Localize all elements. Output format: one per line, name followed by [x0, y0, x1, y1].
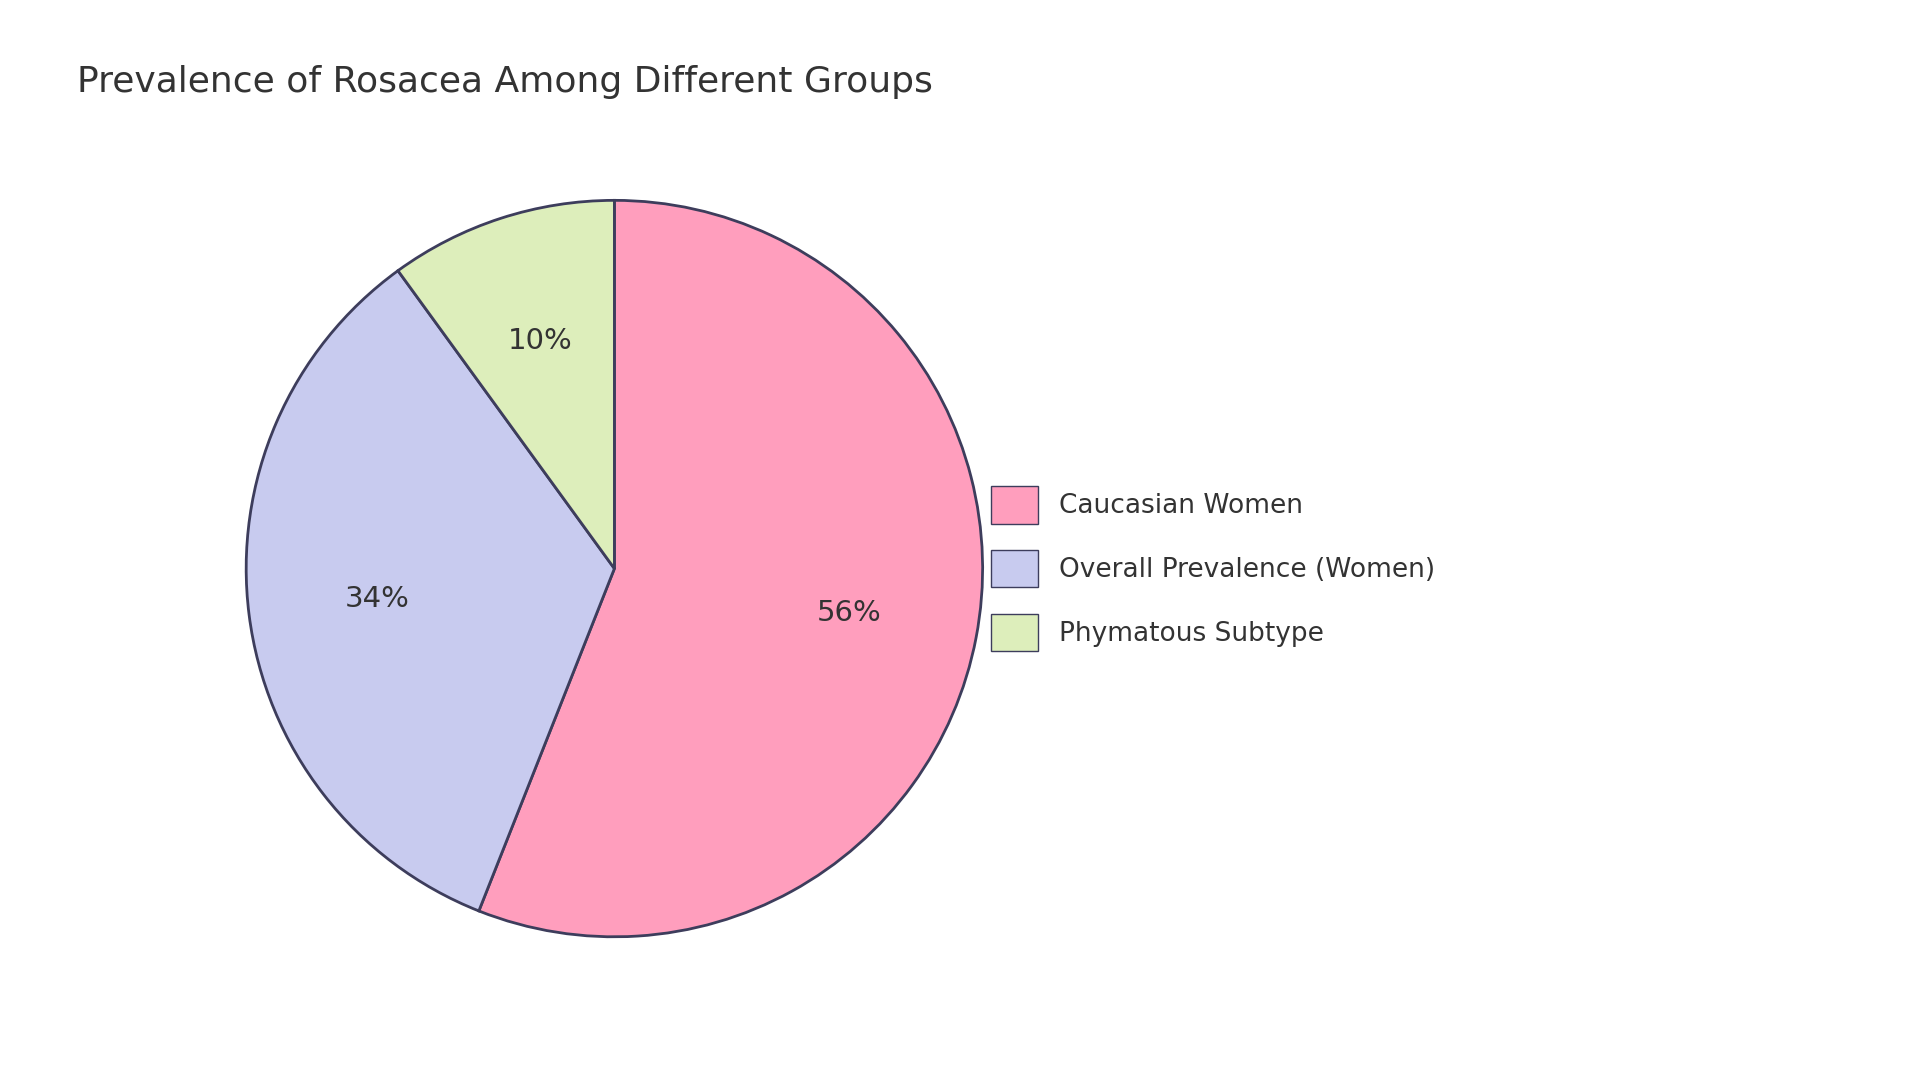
Text: 56%: 56%: [818, 599, 881, 627]
Legend: Caucasian Women, Overall Prevalence (Women), Phymatous Subtype: Caucasian Women, Overall Prevalence (Wom…: [977, 473, 1448, 664]
Text: Prevalence of Rosacea Among Different Groups: Prevalence of Rosacea Among Different Gr…: [77, 65, 933, 99]
Text: 34%: 34%: [344, 585, 409, 613]
Wedge shape: [478, 200, 983, 937]
Wedge shape: [246, 271, 614, 911]
Text: 10%: 10%: [509, 327, 572, 355]
Wedge shape: [397, 200, 614, 569]
